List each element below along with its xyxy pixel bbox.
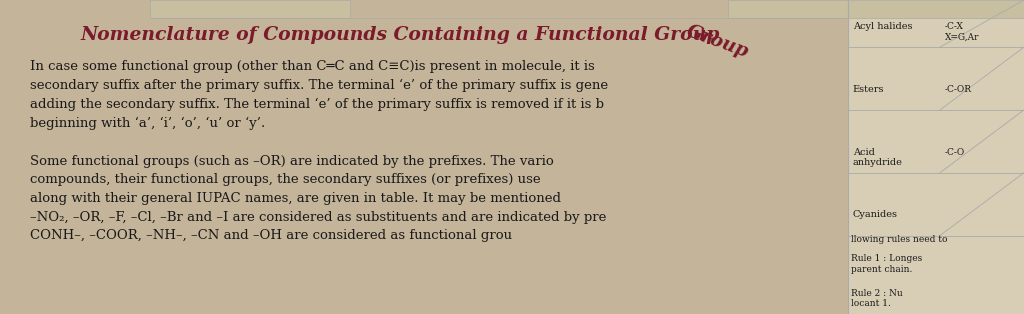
Text: -C-X
X=G,Ar: -C-X X=G,Ar <box>945 22 980 41</box>
Text: -C-OR: -C-OR <box>945 85 972 94</box>
Text: Acid
anhydride: Acid anhydride <box>853 148 903 167</box>
Text: llowing rules need to: llowing rules need to <box>851 236 947 245</box>
Text: Cyanides: Cyanides <box>853 210 898 219</box>
FancyBboxPatch shape <box>150 0 350 18</box>
Text: -C-O: -C-O <box>945 148 966 157</box>
Bar <box>728 0 1024 18</box>
Text: Rule 1 : Longes
parent chain.: Rule 1 : Longes parent chain. <box>851 254 923 274</box>
Text: Group: Group <box>684 22 752 61</box>
Text: Rule 2 : Nu
locant 1.: Rule 2 : Nu locant 1. <box>851 289 902 308</box>
Text: In case some functional group (other than C═C and C≡C)is present in molecule, it: In case some functional group (other tha… <box>30 60 608 130</box>
Text: Esters: Esters <box>853 85 885 94</box>
Text: Nomenclature of Compounds Containing a Functional Group: Nomenclature of Compounds Containing a F… <box>80 26 720 44</box>
Text: Some functional groups (such as –OR) are indicated by the prefixes. The vario
co: Some functional groups (such as –OR) are… <box>30 155 606 242</box>
Bar <box>848 0 1024 314</box>
Text: Acyl halides: Acyl halides <box>853 22 912 31</box>
